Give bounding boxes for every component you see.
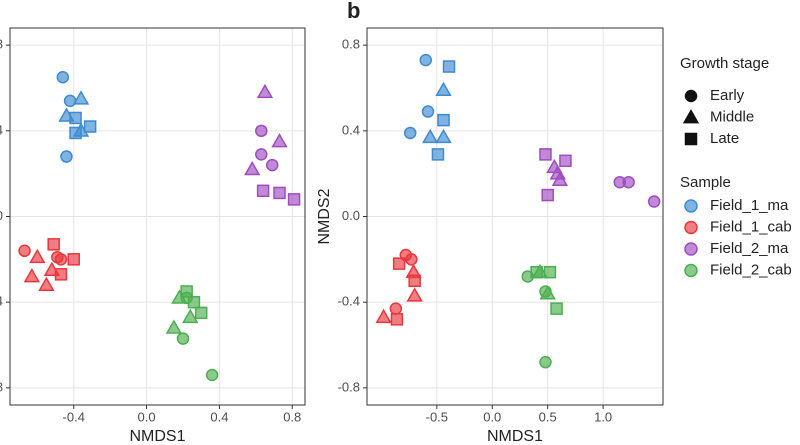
point bbox=[543, 265, 557, 279]
x-axis-label: NMDS1 bbox=[487, 428, 543, 445]
legend-label: Late bbox=[710, 130, 739, 147]
point bbox=[406, 287, 423, 302]
x-tick-label: -0.4 bbox=[63, 409, 85, 424]
point bbox=[72, 90, 90, 105]
y-tick-label: -0.8 bbox=[0, 379, 3, 394]
point bbox=[63, 94, 77, 108]
point bbox=[165, 319, 183, 334]
legend-swatch bbox=[684, 263, 698, 278]
y-tick-label: 0.4 bbox=[0, 122, 3, 137]
point bbox=[403, 126, 417, 140]
point bbox=[182, 308, 199, 324]
y-tick-label: -0.4 bbox=[338, 294, 360, 309]
x-tick-label: 0.8 bbox=[283, 409, 301, 424]
point bbox=[550, 302, 563, 315]
legend-label: Early bbox=[710, 87, 745, 104]
legend-symbol bbox=[682, 109, 700, 124]
legend-swatch bbox=[684, 220, 698, 235]
point bbox=[539, 148, 552, 161]
x-tick-label: 1.0 bbox=[594, 409, 612, 424]
y-tick-label: 0.4 bbox=[342, 122, 360, 137]
point bbox=[256, 83, 274, 99]
point bbox=[194, 306, 208, 320]
point bbox=[435, 81, 452, 97]
panel-border bbox=[9, 27, 306, 406]
x-tick-label: -0.5 bbox=[426, 409, 448, 424]
panel-label: b bbox=[347, 0, 360, 23]
y-axis-label: NMDS2 bbox=[316, 188, 333, 244]
point bbox=[421, 105, 435, 118]
y-tick-label: 0.0 bbox=[342, 208, 360, 223]
point bbox=[437, 113, 450, 127]
y-tick-label: 0.8 bbox=[342, 37, 360, 52]
point bbox=[60, 150, 73, 163]
point bbox=[54, 268, 68, 281]
legend-swatch bbox=[684, 242, 698, 256]
x-axis-label: NMDS1 bbox=[129, 428, 185, 445]
x-tick-label: 0.5 bbox=[539, 409, 557, 424]
point bbox=[69, 111, 82, 125]
point bbox=[180, 285, 193, 298]
panel-border bbox=[366, 27, 664, 406]
point bbox=[176, 332, 190, 345]
point bbox=[541, 188, 554, 202]
y-tick-label: -0.4 bbox=[0, 294, 3, 309]
point bbox=[205, 368, 219, 382]
point bbox=[255, 124, 268, 138]
point bbox=[551, 171, 569, 186]
legend-label: Middle bbox=[710, 108, 754, 125]
point bbox=[390, 313, 404, 326]
x-tick-label: 0.0 bbox=[138, 409, 156, 424]
point bbox=[69, 126, 82, 140]
point bbox=[18, 244, 31, 258]
point bbox=[405, 253, 418, 266]
point bbox=[408, 274, 421, 288]
y-tick-label: 0.8 bbox=[0, 37, 3, 52]
legend-title: Sample bbox=[680, 174, 731, 191]
point bbox=[29, 248, 46, 264]
x-tick-label: 0.0 bbox=[483, 409, 501, 424]
point bbox=[375, 308, 392, 324]
point bbox=[419, 53, 433, 67]
legend-label: Field_2_ma bbox=[710, 240, 789, 257]
point bbox=[392, 257, 406, 270]
point bbox=[442, 60, 456, 73]
point bbox=[54, 253, 68, 266]
point bbox=[23, 268, 41, 283]
point bbox=[56, 71, 70, 84]
point bbox=[67, 253, 80, 266]
point bbox=[431, 148, 445, 161]
y-tick-label: -0.8 bbox=[338, 379, 360, 394]
point bbox=[187, 295, 201, 309]
legend-swatch bbox=[684, 199, 698, 213]
point bbox=[38, 276, 55, 291]
point bbox=[539, 355, 552, 369]
point bbox=[271, 133, 288, 148]
point bbox=[559, 154, 572, 168]
point bbox=[422, 128, 439, 144]
point bbox=[389, 302, 403, 315]
point bbox=[539, 285, 556, 300]
point bbox=[83, 120, 97, 133]
point bbox=[287, 193, 301, 206]
point bbox=[47, 238, 60, 251]
point bbox=[256, 184, 270, 198]
legend-symbol bbox=[684, 132, 698, 146]
y-tick-label: 0.0 bbox=[0, 208, 3, 223]
point bbox=[647, 195, 661, 208]
point bbox=[622, 175, 635, 189]
legend-label: Field_1_ma bbox=[710, 197, 789, 214]
legend-symbol bbox=[684, 89, 698, 103]
point bbox=[255, 148, 268, 161]
point bbox=[273, 186, 286, 200]
legend-title: Growth stage bbox=[680, 55, 769, 72]
legend-label: Field_2_cab bbox=[710, 261, 792, 278]
point bbox=[244, 160, 261, 176]
point bbox=[265, 158, 279, 172]
point bbox=[530, 265, 543, 279]
point bbox=[435, 128, 452, 144]
x-tick-label: 0.4 bbox=[210, 409, 228, 424]
legend-label: Field_1_cab bbox=[710, 218, 792, 235]
